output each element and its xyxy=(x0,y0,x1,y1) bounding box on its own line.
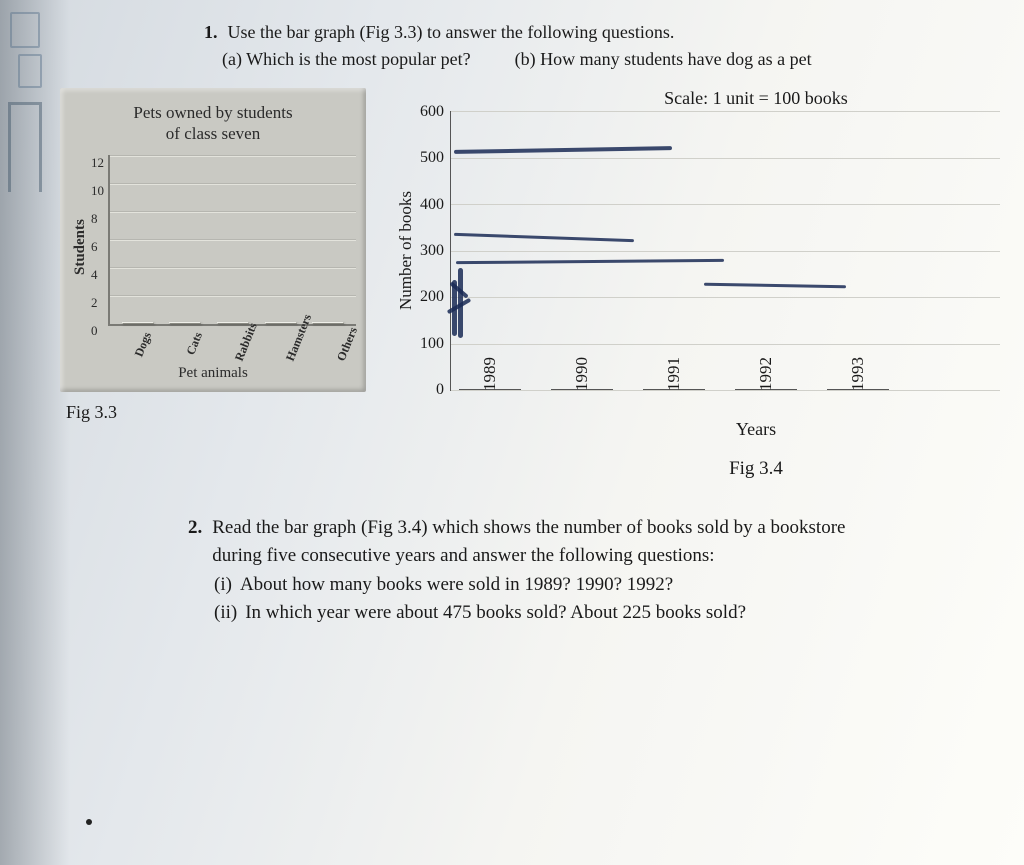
fig33-xlabel: Pet animals xyxy=(70,365,356,382)
fig33-xtick: Cats xyxy=(181,330,206,363)
q1-a-label: (a) xyxy=(222,49,242,69)
q1-b-label: (b) xyxy=(515,49,536,69)
fig34-bar-label: 1992 xyxy=(756,357,776,391)
fig33-ytick: 10 xyxy=(91,183,104,199)
fig33-gridline xyxy=(110,183,356,185)
fig34-scale: Scale: 1 unit = 100 books xyxy=(512,88,1000,109)
fig33-bar xyxy=(312,322,344,324)
fig34-gridline xyxy=(451,344,1000,345)
q2-text-l1: Read the bar graph (Fig 3.4) which shows… xyxy=(212,517,845,538)
fig34-gridline xyxy=(451,204,1000,205)
charts-row: Pets owned by students of class seven St… xyxy=(60,88,1000,480)
q2-ii-text: In which year were about 475 books sold?… xyxy=(245,599,746,627)
fig33-ytick: 0 xyxy=(91,323,104,339)
fig33-caption: Fig 3.3 xyxy=(66,402,366,423)
fig34-bar-label: 1991 xyxy=(664,357,684,391)
q1-b-text: How many students have dog as a pet xyxy=(540,49,811,69)
fig34-ytick: 100 xyxy=(420,335,444,353)
fig34-bar-label: 1989 xyxy=(480,357,500,391)
fig34-ytick: 300 xyxy=(420,242,444,260)
q1-text: Use the bar graph (Fig 3.3) to answer th… xyxy=(228,22,675,43)
ink-dot xyxy=(86,819,92,825)
fig-3-3-container: Pets owned by students of class seven St… xyxy=(60,88,366,423)
fig33-gridline xyxy=(110,295,356,297)
fig34-ytick: 500 xyxy=(420,149,444,167)
fig34-bar-label: 1990 xyxy=(572,357,592,391)
fig34-gridline xyxy=(451,158,1000,159)
question-1: 1. Use the bar graph (Fig 3.3) to answer… xyxy=(204,22,1000,70)
fig33-xtick: Dogs xyxy=(129,330,154,363)
fig33-bar xyxy=(169,322,201,324)
fig33-yaxis: 12 10 8 6 4 2 0 xyxy=(91,155,108,340)
q1-part-b: (b) How many students have dog as a pet xyxy=(515,49,812,70)
q1-part-a: (a) Which is the most popular pet? xyxy=(222,49,471,70)
fig34-ytick: 400 xyxy=(420,196,444,214)
q2-ii-label: (ii) xyxy=(214,599,237,627)
fig33-title-l2: of class seven xyxy=(166,124,260,143)
fig34-gridline xyxy=(451,251,1000,252)
fig33-gridline xyxy=(110,155,356,157)
fig33-xtick: Hamsters xyxy=(283,330,308,363)
fig34-gridline xyxy=(451,111,1000,112)
fig34-ytick: 200 xyxy=(420,288,444,306)
fig33-ylabel: Students xyxy=(70,155,91,340)
fig34-ytick: 600 xyxy=(420,103,444,121)
fig34-grid: 1989 1990 1991 1992 1993 xyxy=(450,111,1000,391)
fig33-gridline xyxy=(110,267,356,269)
fig33-bar xyxy=(265,322,297,324)
q1-a-text: Which is the most popular pet? xyxy=(246,49,470,69)
fig33-ytick: 6 xyxy=(91,239,104,255)
fig33-gridline xyxy=(110,211,356,213)
fig33-bar xyxy=(217,322,249,324)
fig33-title-l1: Pets owned by students xyxy=(133,103,292,122)
fig34-gridline xyxy=(451,390,1000,391)
fig33-xlabels: DogsCatsRabbitsHamstersOthers xyxy=(70,330,356,345)
fig33-ytick: 2 xyxy=(91,295,104,311)
question-2: 2. Read the bar graph (Fig 3.4) which sh… xyxy=(188,514,980,626)
fig34-yaxis: 600 500 400 300 200 100 0 xyxy=(420,103,450,399)
fig33-gridline xyxy=(110,239,356,241)
fig-3-3-chart: Pets owned by students of class seven St… xyxy=(60,88,366,392)
fig33-bar xyxy=(122,322,154,324)
fig34-gridline xyxy=(451,297,1000,298)
q1-number: 1. xyxy=(204,22,218,43)
page: 1. Use the bar graph (Fig 3.3) to answer… xyxy=(0,0,1024,865)
q2-number: 2. xyxy=(188,514,202,569)
q2-text: Read the bar graph (Fig 3.4) which shows… xyxy=(212,514,845,569)
fig33-grid xyxy=(108,155,356,326)
fig33-ytick: 8 xyxy=(91,211,104,227)
fig34-ylabel: Number of books xyxy=(392,111,420,391)
q2-text-l2: during five consecutive years and answer… xyxy=(212,545,714,566)
fig33-xtick: Others xyxy=(334,330,359,363)
fig34-bar-label: 1993 xyxy=(848,357,868,391)
fig33-ytick: 12 xyxy=(91,155,104,171)
q2-i-label: (i) xyxy=(214,571,232,599)
fig33-ytick: 4 xyxy=(91,267,104,283)
fig34-ytick: 0 xyxy=(436,381,444,399)
q2-i-text: About how many books were sold in 1989? … xyxy=(240,571,673,599)
fig-3-4-container: Scale: 1 unit = 100 books Number of book… xyxy=(392,88,1000,480)
fig34-caption: Fig 3.4 xyxy=(512,458,1000,480)
fig33-xtick: Rabbits xyxy=(232,330,257,363)
fig34-xlabel: Years xyxy=(512,419,1000,440)
